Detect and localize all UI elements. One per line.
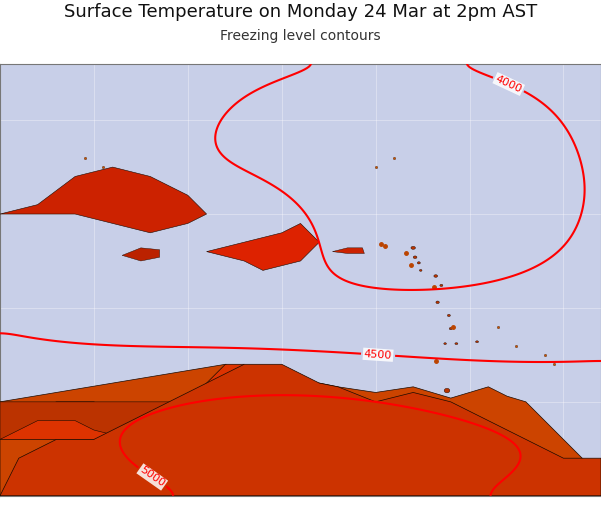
Polygon shape xyxy=(207,223,319,270)
Ellipse shape xyxy=(434,275,438,277)
Polygon shape xyxy=(0,364,244,439)
Text: 5000: 5000 xyxy=(138,465,166,489)
Polygon shape xyxy=(0,364,601,496)
Ellipse shape xyxy=(436,301,439,304)
Ellipse shape xyxy=(450,328,453,330)
Text: 4000: 4000 xyxy=(494,74,523,95)
Ellipse shape xyxy=(455,343,458,344)
Polygon shape xyxy=(332,248,364,253)
Ellipse shape xyxy=(440,284,443,287)
Ellipse shape xyxy=(447,314,450,317)
Ellipse shape xyxy=(413,256,417,259)
Ellipse shape xyxy=(475,341,478,343)
Text: Surface Temperature on Monday 24 Mar at 2pm AST: Surface Temperature on Monday 24 Mar at … xyxy=(64,3,537,21)
Polygon shape xyxy=(0,402,188,439)
Ellipse shape xyxy=(419,269,422,271)
Ellipse shape xyxy=(411,246,415,249)
Polygon shape xyxy=(0,167,207,233)
Polygon shape xyxy=(0,364,601,496)
Text: Freezing level contours: Freezing level contours xyxy=(220,30,381,43)
Polygon shape xyxy=(122,248,160,261)
Text: 4500: 4500 xyxy=(364,349,392,361)
Ellipse shape xyxy=(444,388,450,393)
Ellipse shape xyxy=(417,262,420,264)
Ellipse shape xyxy=(444,343,447,344)
